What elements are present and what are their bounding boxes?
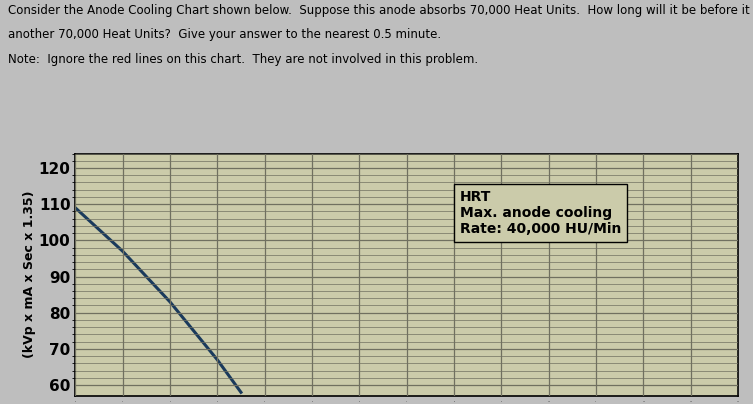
Text: Consider the Anode Cooling Chart shown below.  Suppose this anode absorbs 70,000: Consider the Anode Cooling Chart shown b… bbox=[8, 4, 753, 17]
Text: HRT
Max. anode cooling
Rate: 40,000 HU/Min: HRT Max. anode cooling Rate: 40,000 HU/M… bbox=[459, 190, 621, 236]
Text: another 70,000 Heat Units?  Give your answer to the nearest 0.5 minute.: another 70,000 Heat Units? Give your ans… bbox=[8, 28, 441, 41]
Y-axis label: (kVp x mA x Sec x 1.35): (kVp x mA x Sec x 1.35) bbox=[23, 191, 36, 358]
Text: Note:  Ignore the red lines on this chart.  They are not involved in this proble: Note: Ignore the red lines on this chart… bbox=[8, 53, 477, 65]
